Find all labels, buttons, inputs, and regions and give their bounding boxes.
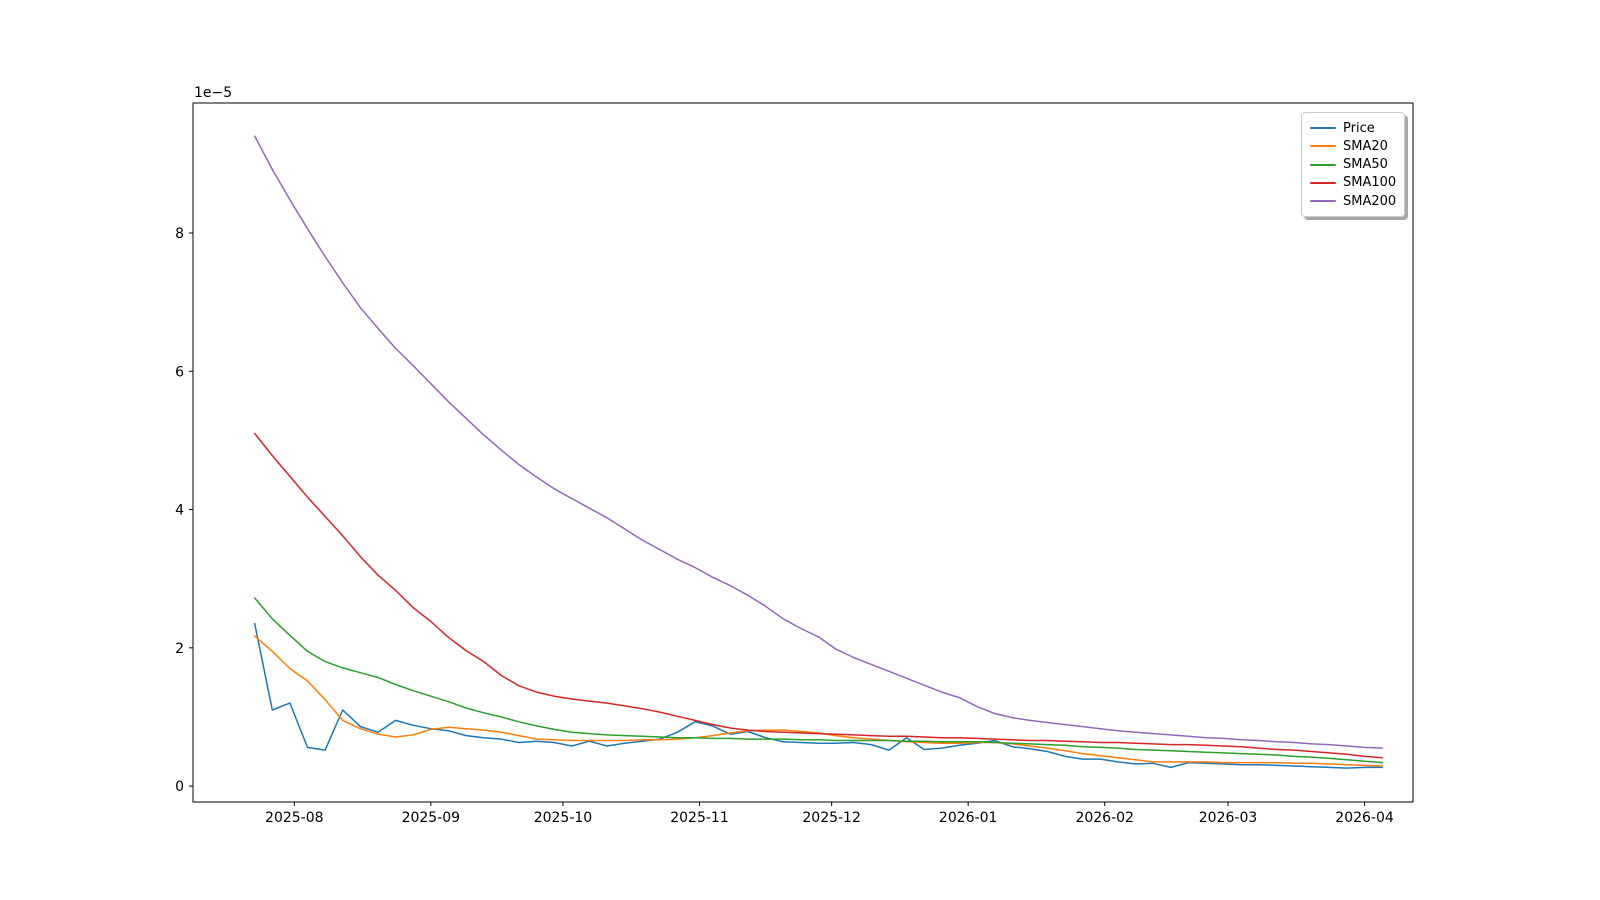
legend-item-Price: Price [1310, 119, 1396, 137]
legend-label-SMA100: SMA100 [1343, 175, 1397, 191]
legend-line-sample-SMA20 [1310, 145, 1336, 148]
series-line-Price [253, 622, 1383, 769]
x-tick-label-2025-08: 2025-08 [265, 810, 324, 826]
y-tick-label-0: 0 [175, 779, 184, 795]
x-tick-label-2025-09: 2025-09 [402, 810, 461, 826]
legend-line-sample-SMA50 [1310, 163, 1336, 166]
legend-item-SMA200: SMA200 [1310, 192, 1396, 210]
series-line-SMA20 [253, 635, 1383, 767]
series-line-SMA200 [253, 135, 1383, 749]
legend-item-SMA20: SMA20 [1310, 137, 1396, 155]
y-tick-label-8: 8 [175, 226, 184, 242]
legend-label-Price: Price [1343, 120, 1375, 136]
legend-line-sample-Price [1310, 127, 1336, 129]
x-tick-label-2026-01: 2026-01 [939, 810, 998, 826]
legend-item-SMA100: SMA100 [1310, 174, 1396, 192]
y-axis-offset-label: 1e−5 [194, 85, 233, 101]
x-tick-label-2025-11: 2025-11 [670, 810, 729, 826]
y-tick-label-2: 2 [175, 641, 184, 657]
legend-line-sample-SMA100 [1310, 181, 1336, 184]
legend-label-SMA200: SMA200 [1343, 193, 1397, 209]
x-tick-label-2026-02: 2026-02 [1075, 810, 1134, 826]
y-tick-label-6: 6 [175, 364, 184, 380]
y-tick-label-4: 4 [175, 503, 184, 519]
legend: Price SMA20 SMA50 SMA100 SMA200 [1301, 112, 1405, 217]
legend-label-SMA20: SMA20 [1343, 138, 1388, 154]
x-tick-label-2026-04: 2026-04 [1335, 810, 1394, 826]
series-line-SMA50 [253, 597, 1383, 764]
x-tick-label-2025-12: 2025-12 [802, 810, 861, 826]
x-tick-label-2026-03: 2026-03 [1199, 810, 1258, 826]
series-line-SMA100 [253, 432, 1383, 759]
x-tick-label-2025-10: 2025-10 [534, 810, 593, 826]
legend-line-sample-SMA200 [1310, 200, 1336, 202]
legend-item-SMA50: SMA50 [1310, 156, 1396, 174]
plot-border [192, 102, 1414, 803]
legend-label-SMA50: SMA50 [1343, 157, 1388, 172]
